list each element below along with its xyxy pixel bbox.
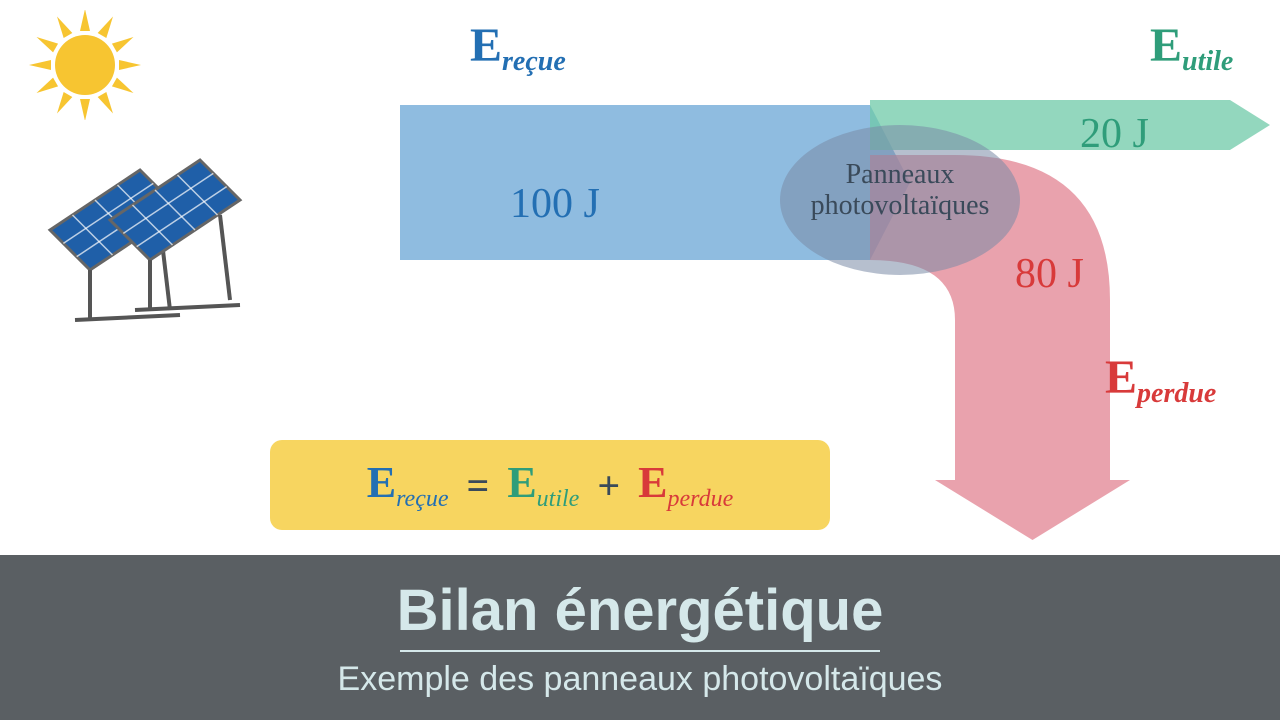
value-e-recue: 100 J: [510, 180, 600, 228]
node-label: Panneaux photovoltaïques: [800, 160, 1000, 222]
label-e-perdue: Eperdue: [1105, 350, 1216, 410]
title-text: Bilan énergétique: [397, 577, 884, 644]
value-e-perdue: 80 J: [1015, 250, 1084, 298]
formula-box: Ereçue = Eutile + Eperdue: [270, 440, 830, 530]
title-bar: Bilan énergétique Exemple des panneaux p…: [0, 555, 1280, 720]
value-e-utile: 20 J: [1080, 110, 1149, 158]
label-e-utile: Eutile: [1150, 18, 1233, 78]
title-divider: [400, 650, 880, 652]
subtitle-text: Exemple des panneaux photovoltaïques: [338, 660, 943, 699]
label-e-recue: Ereçue: [470, 18, 566, 78]
